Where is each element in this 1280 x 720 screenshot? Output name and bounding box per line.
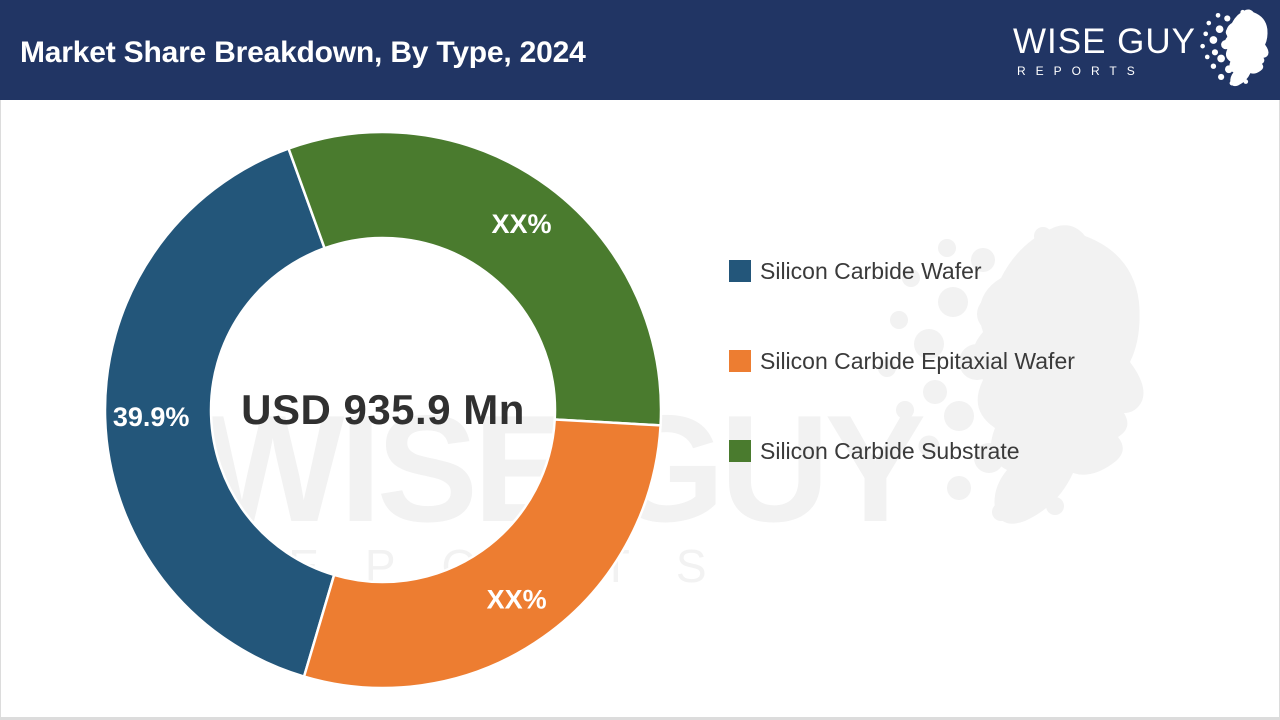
legend-swatch: [729, 440, 751, 462]
chart-center-value: USD 935.9 Mn: [241, 386, 525, 433]
segment-value-label: 39.9%: [113, 402, 190, 432]
logo-face-icon: [1200, 9, 1269, 87]
donut-segment-silicon-carbide-wafer: [103, 147, 336, 678]
donut-chart: 39.9% XX% XX%: [103, 130, 663, 690]
segment-value-label: XX%: [487, 585, 547, 615]
page-title: Market Share Breakdown, By Type, 2024: [20, 36, 586, 69]
chart-area: WISE GUY REPORTS 39.9%XX%XX% USD 935.9 M…: [0, 100, 1280, 720]
header-bar: Market Share Breakdown, By Type, 2024 WI…: [0, 0, 1280, 100]
legend-item-silicon-carbide-wafer: Silicon Carbide Wafer: [729, 254, 1075, 288]
legend-swatch: [729, 260, 751, 282]
segment-value-label: XX%: [492, 209, 552, 239]
logo-wordmark: WISE GUY: [1012, 21, 1196, 61]
logo-subtitle: REPORTS: [1016, 63, 1145, 78]
legend-item-silicon-carbide-substrate: Silicon Carbide Substrate: [729, 434, 1075, 468]
legend: Silicon Carbide Wafer Silicon Carbide Ep…: [729, 254, 1075, 468]
legend-item-silicon-carbide-epitaxial-wafer: Silicon Carbide Epitaxial Wafer: [729, 344, 1075, 378]
wise-guy-reports-logo: WISE GUY REPORTS: [1013, 0, 1272, 100]
logo-text: WISE GUY REPORTS: [1012, 21, 1196, 78]
donut-segment-silicon-carbide-epitaxial-wafer: [302, 418, 662, 690]
legend-swatch: [729, 350, 751, 372]
legend-label: Silicon Carbide Epitaxial Wafer: [760, 347, 1075, 374]
donut-segment-silicon-carbide-substrate: [287, 130, 663, 427]
legend-label: Silicon Carbide Wafer: [760, 257, 982, 284]
legend-label: Silicon Carbide Substrate: [760, 437, 1020, 464]
